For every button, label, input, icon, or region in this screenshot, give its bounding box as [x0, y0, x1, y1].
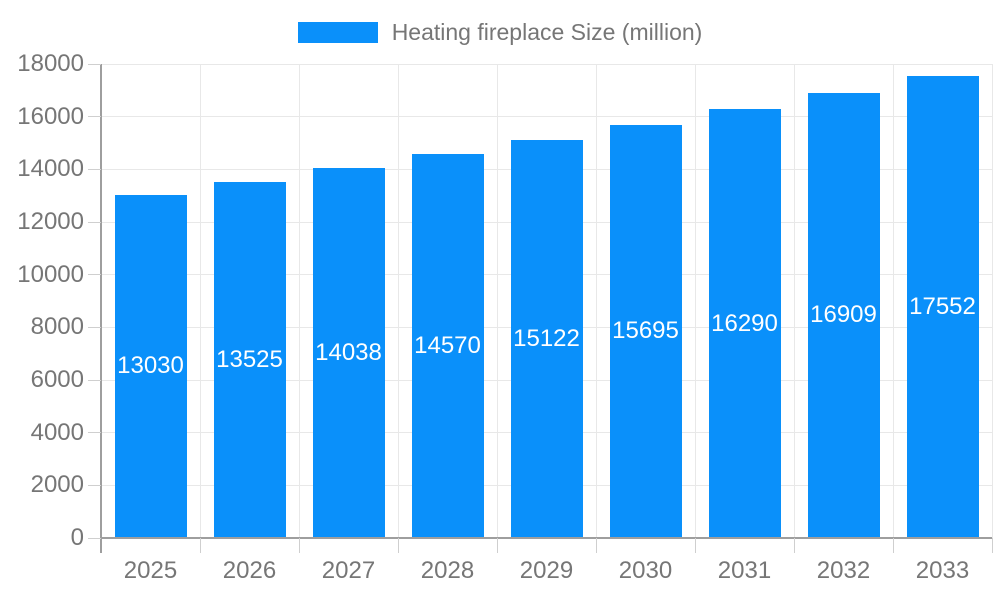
- bar-value-label: 15122: [513, 324, 580, 352]
- x-axis-label: 2026: [222, 557, 277, 584]
- y-axis-tick: [88, 274, 101, 276]
- bar-value-label: 16290: [711, 309, 778, 337]
- x-axis-tick: [991, 538, 993, 553]
- gridline-vertical: [595, 64, 597, 538]
- y-axis-label: 14000: [17, 155, 84, 183]
- y-axis-label: 18000: [17, 50, 84, 77]
- x-axis-label: 2033: [915, 557, 970, 584]
- y-axis-label: 10000: [17, 260, 84, 288]
- x-axis-tick: [298, 538, 300, 553]
- bar-2031[interactable]: 16290: [708, 109, 781, 538]
- gridline-vertical: [199, 64, 201, 538]
- bar-2027[interactable]: 14038: [312, 168, 385, 538]
- y-axis-tick: [88, 221, 101, 223]
- gridline-vertical: [892, 64, 894, 538]
- y-axis-tick: [88, 379, 101, 381]
- bar-value-label: 14570: [414, 332, 481, 360]
- x-axis-label: 2029: [519, 557, 574, 584]
- x-axis-label: 2030: [618, 557, 673, 584]
- x-axis-tick: [694, 538, 696, 553]
- gridline-vertical: [496, 64, 498, 538]
- x-axis-tick: [595, 538, 597, 553]
- gridline-vertical: [694, 64, 696, 538]
- legend-swatch: [297, 22, 378, 43]
- y-axis-tick: [88, 326, 101, 328]
- x-axis-label: 2032: [816, 557, 871, 584]
- bar-value-label: 16909: [810, 301, 877, 329]
- y-axis-label: 16000: [17, 102, 84, 130]
- gridline-horizontal: [101, 63, 992, 65]
- x-axis-tick: [496, 538, 498, 553]
- bar-2030[interactable]: 15695: [609, 124, 682, 538]
- gridline-vertical: [298, 64, 300, 538]
- bar-2028[interactable]: 14570: [411, 154, 484, 538]
- y-axis-label: 2000: [30, 471, 84, 499]
- bar-2032[interactable]: 16909: [807, 92, 880, 538]
- gridline-vertical: [397, 64, 399, 538]
- bar-value-label: 13525: [216, 345, 283, 373]
- bar-value-label: 14038: [315, 339, 382, 367]
- bar-value-label: 13030: [117, 352, 184, 380]
- plot-area: 13030 13525 14038 14570 15122 15695 16290 16909…: [101, 63, 993, 538]
- y-axis-tick: [88, 63, 101, 65]
- y-axis-label: 4000: [30, 418, 84, 446]
- bar-2026[interactable]: 13525: [213, 181, 286, 538]
- y-axis-tick: [88, 116, 101, 118]
- bar-2029[interactable]: 15122: [510, 139, 583, 538]
- y-axis-label: 12000: [17, 208, 84, 235]
- x-axis-label: 2028: [420, 557, 475, 584]
- gridline-horizontal: [101, 116, 992, 118]
- gridline-vertical: [991, 64, 993, 538]
- y-axis-label: 0: [70, 524, 84, 551]
- y-axis-label: 6000: [30, 366, 84, 393]
- y-axis-tick: [88, 484, 101, 486]
- y-axis-label: 8000: [30, 313, 84, 341]
- y-axis-line: [100, 64, 102, 553]
- x-axis-tick: [199, 538, 201, 553]
- legend-label: Heating fireplace Size (million): [391, 19, 703, 45]
- bar-2025[interactable]: 13030: [114, 194, 187, 538]
- x-axis-tick: [892, 538, 894, 553]
- x-axis-label: 2031: [717, 557, 772, 584]
- legend: Heating fireplace Size (million): [0, 19, 1000, 45]
- y-axis-tick: [88, 537, 101, 539]
- x-axis-label: 2025: [123, 557, 178, 584]
- x-axis-tick: [793, 538, 795, 553]
- bar-value-label: 15695: [612, 317, 679, 345]
- x-axis-line: [101, 537, 992, 539]
- bar-2033[interactable]: 17552: [906, 75, 979, 538]
- y-axis-tick: [88, 432, 101, 434]
- gridline-vertical: [793, 64, 795, 538]
- bar-value-label: 17552: [909, 292, 976, 320]
- x-axis-label: 2027: [321, 557, 376, 584]
- y-axis-tick: [88, 168, 101, 170]
- x-axis-tick: [397, 538, 399, 553]
